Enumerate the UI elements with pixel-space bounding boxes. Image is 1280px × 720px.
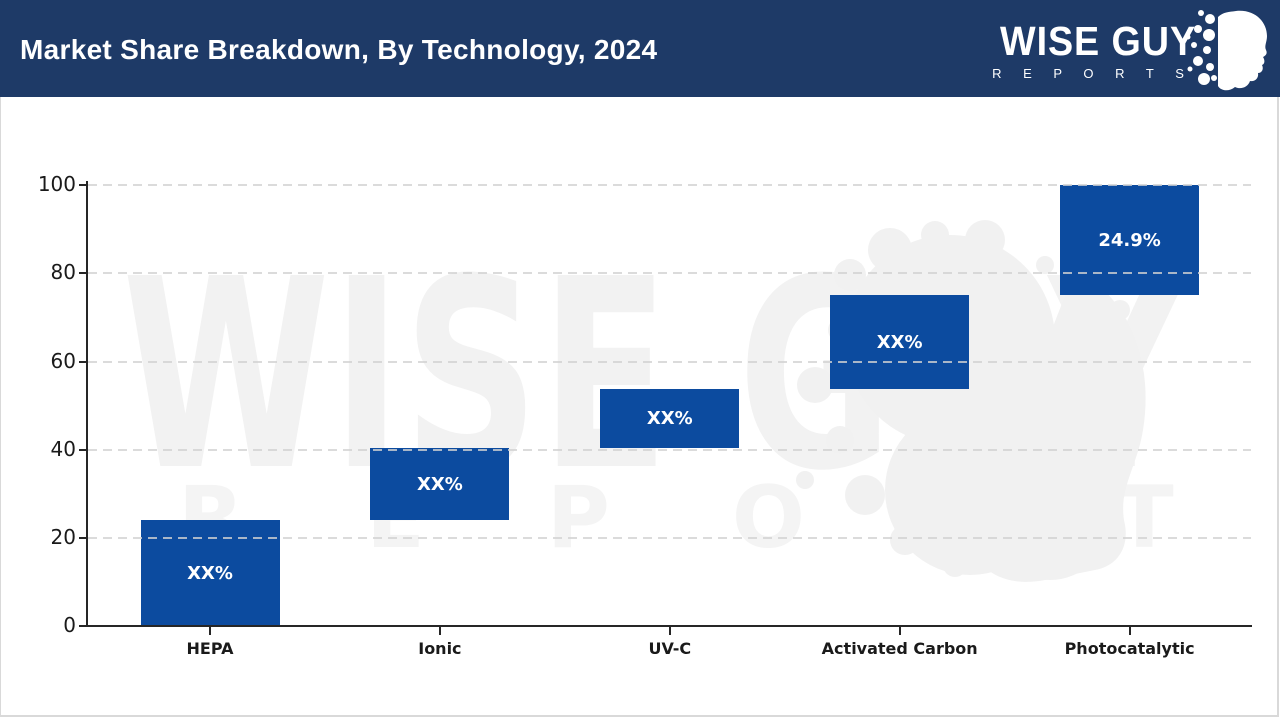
y-tick-label-100: 100 xyxy=(37,172,76,197)
y-tick-mark-20 xyxy=(79,536,87,539)
bar-ionic: XX% xyxy=(370,448,510,521)
gridline-y-80 xyxy=(88,272,1251,275)
y-tick-mark-80 xyxy=(79,272,87,275)
bar-activated-carbon: XX% xyxy=(830,295,970,390)
y-tick-label-40: 40 xyxy=(50,436,76,461)
gridline-y-20 xyxy=(88,536,1251,539)
brand-logo-head-icon xyxy=(1185,10,1267,91)
y-tick-mark-100 xyxy=(79,184,87,187)
x-tick-mark-1 xyxy=(438,627,441,635)
y-tick-label-0: 0 xyxy=(63,613,76,637)
y-tick-label-20: 20 xyxy=(50,524,76,549)
x-category-label: Activated Carbon xyxy=(821,639,978,658)
brand-logo-text: WISE GUY R E P O R T S xyxy=(983,18,1196,81)
x-category-label: Ionic xyxy=(418,639,462,658)
x-tick-mark-3 xyxy=(898,627,901,635)
y-tick-label-60: 60 xyxy=(50,348,76,373)
x-tick-mark-4 xyxy=(1128,627,1131,635)
x-tick-mark-2 xyxy=(668,627,671,635)
bar-uv-c: XX% xyxy=(600,389,740,449)
bar-value-label: 24.9% xyxy=(1098,229,1161,251)
x-category-label: HEPA xyxy=(186,639,234,658)
bar-value-label: XX% xyxy=(646,408,693,430)
x-tick-mark-0 xyxy=(209,627,211,635)
bar-value-label: XX% xyxy=(187,562,233,584)
brand-logo-wordmark: WISE GUY xyxy=(1000,17,1196,64)
gridline-y-40 xyxy=(88,448,1251,451)
y-axis-line xyxy=(86,181,88,627)
bar-value-label: XX% xyxy=(416,473,463,495)
bar-value-label: XX% xyxy=(876,331,923,353)
chart-title: Market Share Breakdown, By Technology, 2… xyxy=(20,34,658,65)
header-bar: Market Share Breakdown, By Technology, 2… xyxy=(0,0,1280,97)
gridline-y-100 xyxy=(88,184,1251,187)
x-category-label: Photocatalytic xyxy=(1064,639,1195,658)
y-tick-mark-60 xyxy=(79,360,87,363)
x-category-label: UV-C xyxy=(648,639,692,658)
gridline-y-60 xyxy=(88,360,1251,363)
y-tick-label-80: 80 xyxy=(50,260,76,285)
bar-photocatalytic: 24.9% xyxy=(1060,185,1200,296)
y-tick-mark-40 xyxy=(79,448,87,451)
x-axis-line xyxy=(86,625,1252,627)
brand-logo-subtitle: R E P O R T S xyxy=(992,65,1193,81)
y-tick-mark-0 xyxy=(79,625,87,627)
brand-logo: WISE GUY R E P O R T S xyxy=(983,4,1272,94)
